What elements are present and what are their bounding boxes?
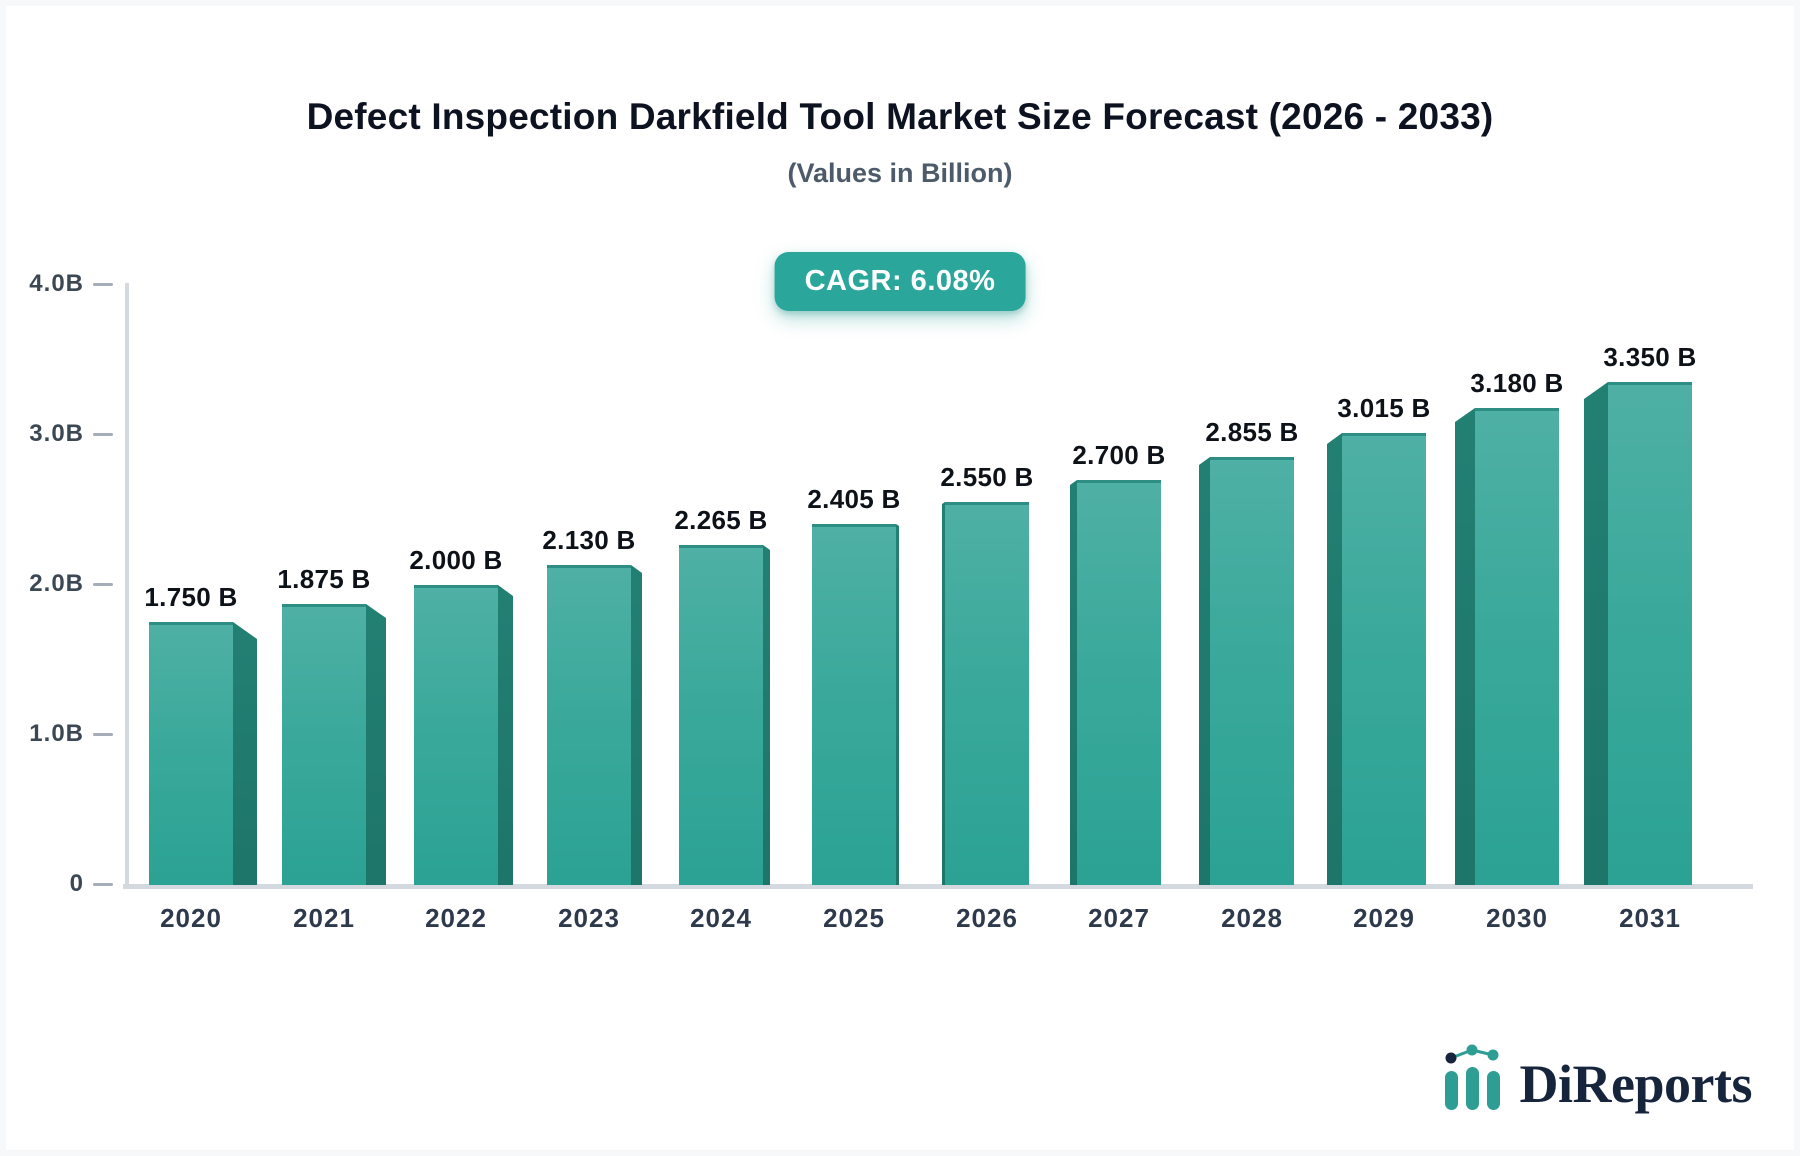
bar-side-2021: [366, 604, 386, 885]
y-tick-label: 4.0B: [29, 270, 84, 297]
bar-value-label-2026: 2.550 B: [940, 462, 1034, 492]
bar-2029: [1342, 433, 1426, 885]
bar-side-2025: [896, 524, 899, 885]
bar-value-label-2029: 3.015 B: [1337, 393, 1431, 423]
bar-side-2026: [942, 502, 945, 885]
bar-side-2024: [763, 545, 770, 885]
y-tick-dash: [93, 433, 113, 436]
bar-2031: [1608, 382, 1692, 885]
bar-2022: [414, 585, 498, 885]
bar-value-label-2028: 2.855 B: [1205, 417, 1299, 447]
x-tick-label-2024: 2024: [690, 903, 752, 933]
y-axis-line: [125, 283, 129, 889]
bar-2028: [1210, 457, 1294, 885]
bar-side-2022: [498, 585, 513, 885]
bar-2025: [812, 524, 896, 885]
x-axis-line: [123, 884, 1753, 889]
bar-value-label-2021: 1.875 B: [277, 564, 371, 594]
y-tick-dash: [93, 733, 113, 736]
x-tick-label-2025: 2025: [823, 903, 885, 933]
x-tick-label-2021: 2021: [293, 903, 355, 933]
y-tick-dash: [93, 583, 113, 586]
bar-value-label-2027: 2.700 B: [1072, 440, 1166, 470]
bar-2023: [547, 565, 631, 885]
y-tick-label: 1.0B: [29, 720, 84, 747]
bar-value-label-2024: 2.265 B: [674, 505, 768, 535]
cagr-badge: CAGR: 6.08%: [774, 252, 1026, 311]
bar-2030: [1475, 408, 1559, 885]
direports-logo: DiReports: [1444, 1044, 1753, 1114]
bar-value-label-2020: 1.750 B: [144, 582, 238, 612]
x-tick-label-2026: 2026: [956, 903, 1018, 933]
bar-side-2027: [1070, 480, 1077, 885]
bar-side-2028: [1199, 457, 1210, 885]
bar-value-label-2023: 2.130 B: [542, 525, 636, 555]
bar-2026: [945, 502, 1029, 885]
chart-title: Defect Inspection Darkfield Tool Market …: [306, 96, 1494, 137]
y-tick-label: 3.0B: [29, 420, 84, 447]
bar-value-label-2030: 3.180 B: [1470, 368, 1564, 398]
bar-2027: [1077, 480, 1161, 885]
bar-side-2020: [233, 622, 257, 885]
x-tick-label-2029: 2029: [1353, 903, 1415, 933]
x-tick-label-2020: 2020: [160, 903, 222, 933]
x-tick-label-2031: 2031: [1619, 903, 1681, 933]
bar-2020: [149, 622, 233, 885]
x-tick-label-2030: 2030: [1486, 903, 1548, 933]
bar-chart-logo-icon: [1444, 1044, 1510, 1110]
x-tick-label-2027: 2027: [1088, 903, 1150, 933]
logo-wordmark: DiReports: [1519, 1053, 1753, 1114]
bar-value-label-2031: 3.350 B: [1603, 342, 1697, 372]
y-tick-label: 0: [69, 870, 84, 897]
y-tick-label: 2.0B: [29, 570, 84, 597]
bar-2021: [282, 604, 366, 885]
bar-side-2030: [1455, 408, 1475, 885]
x-tick-label-2028: 2028: [1221, 903, 1283, 933]
bar-side-2031: [1584, 382, 1608, 885]
x-tick-label-2023: 2023: [558, 903, 620, 933]
bar-value-label-2025: 2.405 B: [807, 484, 901, 514]
x-tick-label-2022: 2022: [425, 903, 487, 933]
chart-subtitle: (Values in Billion): [787, 158, 1013, 188]
bar-side-2023: [631, 565, 642, 885]
bar-side-2029: [1327, 433, 1342, 885]
y-tick-dash: [93, 883, 113, 886]
bar-value-label-2022: 2.000 B: [409, 545, 503, 575]
y-tick-dash: [93, 283, 113, 286]
bar-2024: [679, 545, 763, 885]
